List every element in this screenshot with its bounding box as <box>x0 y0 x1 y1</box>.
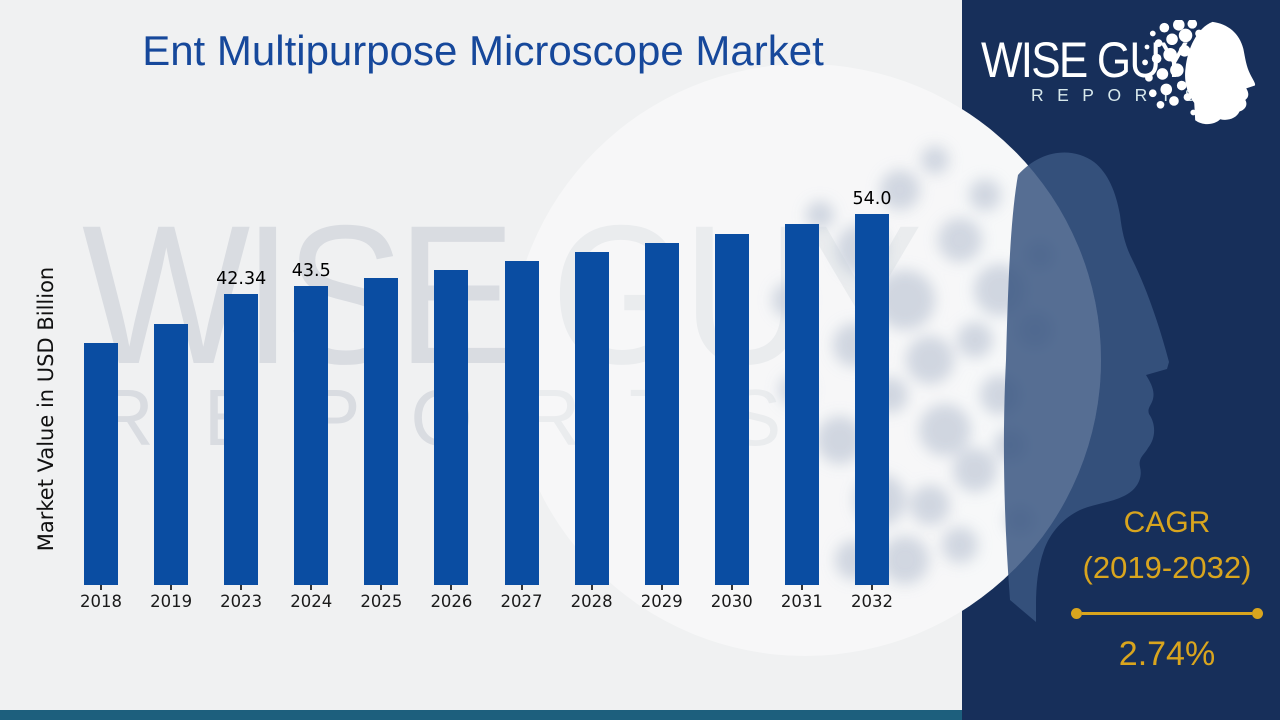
x-tick <box>800 585 803 590</box>
cagr-heading: CAGR <box>1123 506 1211 539</box>
x-tick <box>380 585 383 590</box>
bar-2032 <box>854 214 889 585</box>
x-tick <box>590 585 593 590</box>
x-tick-label: 2028 <box>570 592 613 611</box>
x-tick-label: 2031 <box>780 592 823 611</box>
x-tick-label: 2030 <box>710 592 753 611</box>
x-tick-label: 2032 <box>850 592 893 611</box>
x-tick-label: 2018 <box>80 592 122 611</box>
cagr-value: 2.74% <box>1118 635 1216 673</box>
bottom-accent-bar <box>0 710 962 720</box>
bar-2024 <box>294 286 329 585</box>
x-tick <box>660 585 663 590</box>
bar-2031 <box>784 224 819 585</box>
bar-2028 <box>574 252 609 585</box>
x-tick-label: 2025 <box>360 592 403 611</box>
cagr-range: (2019-2032) <box>1082 550 1252 585</box>
x-tick-label: 2027 <box>500 592 543 611</box>
divider-line <box>1082 612 1252 615</box>
x-tick-label: 2024 <box>290 592 333 611</box>
bar-2029 <box>644 243 679 585</box>
divider-left-dot <box>1071 608 1082 619</box>
x-tick <box>310 585 313 590</box>
chart-title: Ent Multipurpose Microscope Market <box>142 27 824 74</box>
x-tick <box>730 585 733 590</box>
x-tick-label: 2026 <box>430 592 473 611</box>
bar-2030 <box>714 234 749 585</box>
cagr-block: CAGR (2019-2032) 2.74% <box>1053 506 1280 674</box>
divider-right-dot <box>1252 608 1263 619</box>
x-tick-label: 2019 <box>150 592 193 611</box>
bar-2026 <box>434 270 469 585</box>
x-tick-label: 2023 <box>220 592 263 611</box>
y-axis-label: Market Value in USD Billion <box>34 266 58 552</box>
logo-head-icon <box>1142 20 1256 125</box>
cagr-divider <box>1071 608 1263 619</box>
bar-value-label: 43.5 <box>291 261 331 281</box>
bar-2018 <box>84 343 118 585</box>
x-tick <box>170 585 173 590</box>
x-tick-label: 2029 <box>640 592 683 611</box>
face-silhouette-icon <box>1003 152 1169 622</box>
bar-2023 <box>224 294 259 585</box>
bar-value-label: 42.34 <box>216 269 267 289</box>
bar-2025 <box>364 278 399 585</box>
x-tick <box>520 585 523 590</box>
bar-2019 <box>154 324 189 585</box>
x-tick <box>240 585 243 590</box>
bar-value-label: 54.0 <box>852 189 892 209</box>
bar-2027 <box>504 261 539 585</box>
x-tick <box>450 585 453 590</box>
x-tick <box>100 585 102 590</box>
x-tick <box>870 585 873 590</box>
